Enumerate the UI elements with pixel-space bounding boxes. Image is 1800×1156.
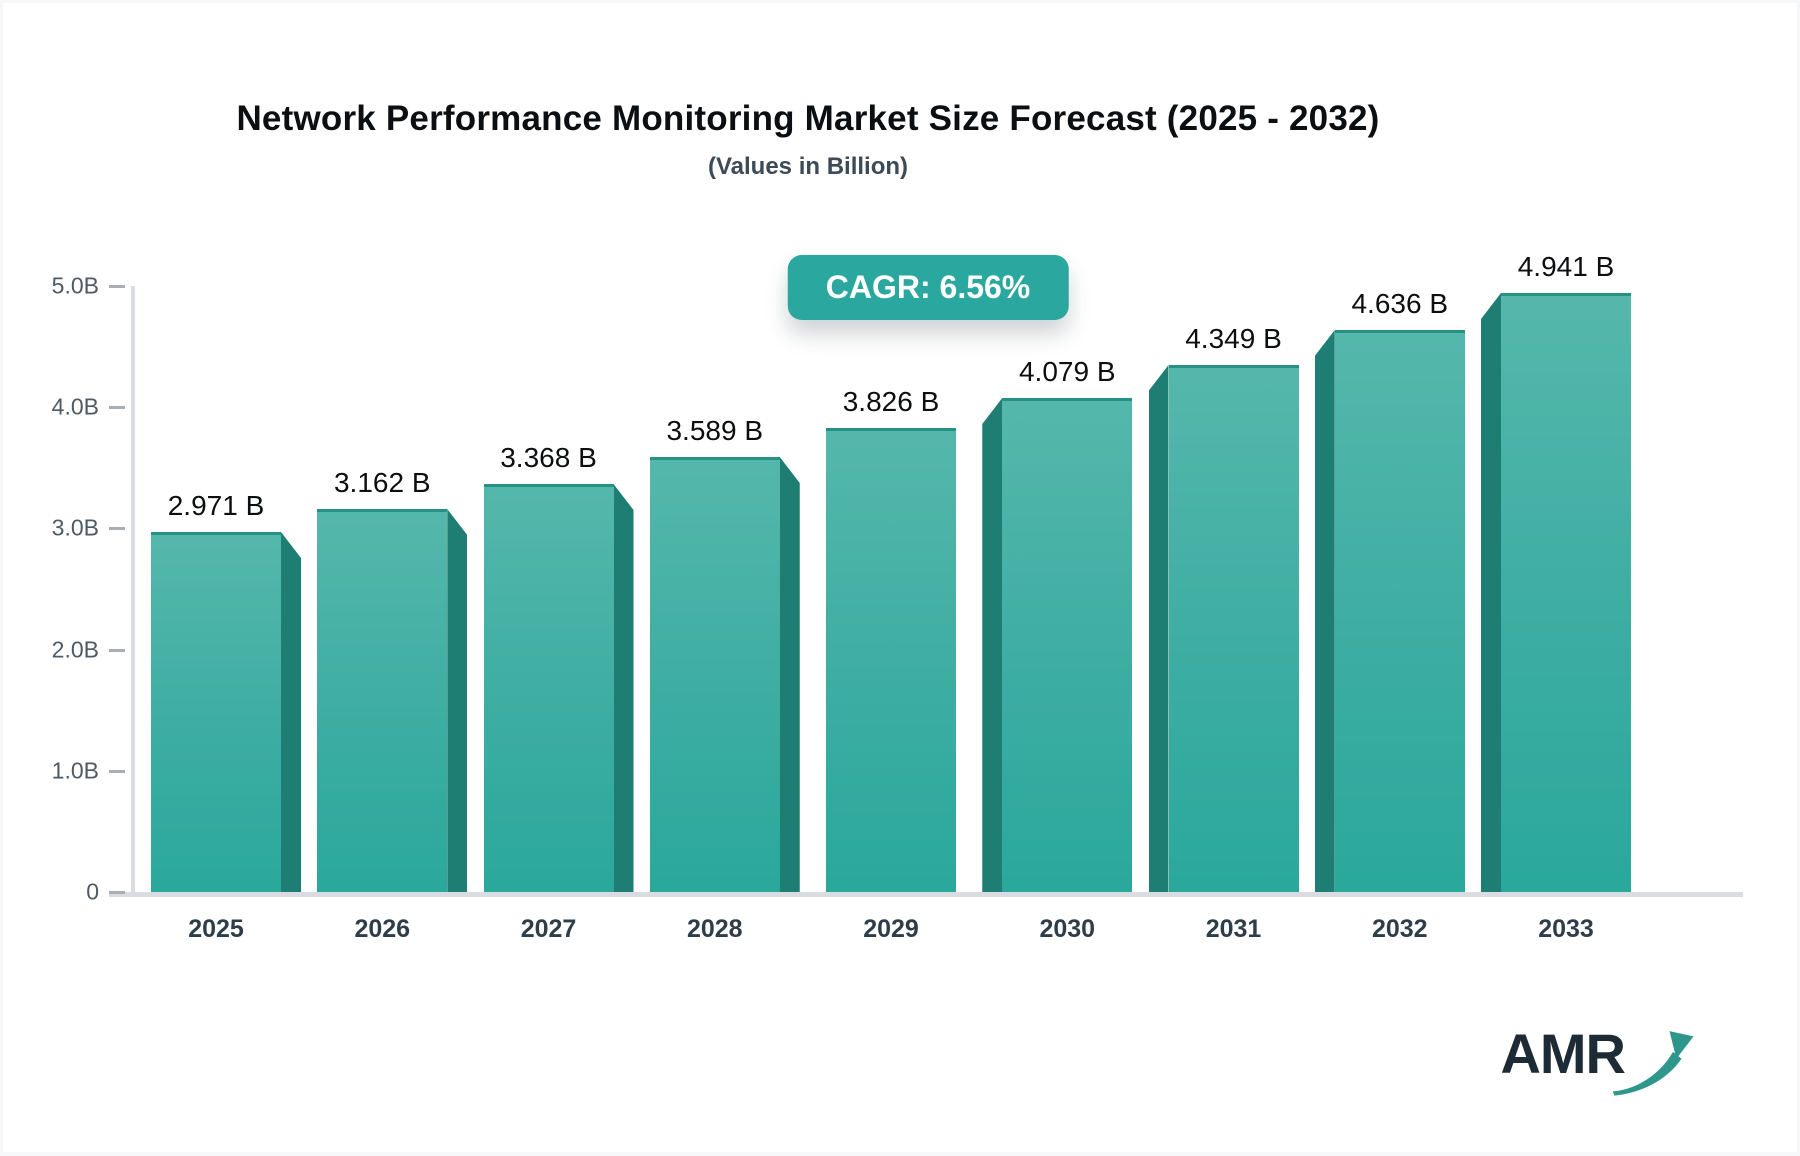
cagr-badge: CAGR: 6.56% <box>787 255 1069 320</box>
y-tick-mark <box>109 891 125 894</box>
bar-2029: 3.826 B 2029 <box>816 386 966 943</box>
x-axis-label: 2033 <box>1538 915 1594 943</box>
y-tick-label: 5.0B <box>51 272 99 299</box>
brand-logo: AMR <box>1500 1024 1697 1100</box>
y-tick-label: 4.0B <box>51 393 99 420</box>
x-axis-label: 2028 <box>686 915 743 943</box>
y-tick-mark <box>109 769 125 773</box>
y-tick-mark <box>109 527 125 531</box>
bar-value-label: 4.349 B <box>1185 323 1282 354</box>
bar-side-face <box>1314 330 1335 892</box>
x-axis-label: 2026 <box>354 915 411 943</box>
bar-front-face <box>151 532 281 892</box>
bar-front-face <box>649 457 780 892</box>
y-tick-mark <box>109 648 125 652</box>
chart-subtitle: (Values in Billion) <box>707 153 909 180</box>
x-axis-baseline <box>109 892 1743 897</box>
bar-2033: 4.941 B 2033 <box>1481 251 1631 943</box>
bar-front-face <box>1168 365 1299 892</box>
brand-logo-text: AMR <box>1500 1022 1626 1085</box>
bar-side-face <box>281 532 301 892</box>
bar-front-face <box>483 484 614 892</box>
bar-side-face <box>613 484 634 892</box>
y-axis-line <box>131 286 135 892</box>
bar-series: 2.971 B 2025 3.162 B 2026 3.368 B 2027 3.589 B… <box>151 251 1631 943</box>
bar-side-face <box>1481 293 1501 892</box>
bar-value-label: 3.162 B <box>333 467 431 498</box>
bar-front-face <box>1002 398 1133 892</box>
y-tick-label: 0 <box>86 878 99 905</box>
x-axis-label: 2030 <box>1039 915 1096 943</box>
bar-value-label: 4.941 B <box>1517 251 1615 282</box>
bar-value-label: 4.636 B <box>1351 288 1449 319</box>
bar-side-face <box>1148 365 1169 892</box>
bar-front-face <box>826 428 956 892</box>
x-axis-label: 2029 <box>863 915 919 943</box>
bar-value-label: 2.971 B <box>167 490 265 521</box>
bar-value-label: 3.368 B <box>500 442 597 473</box>
bar-2032: 4.636 B 2032 <box>1314 288 1465 943</box>
growth-arrow-icon <box>1612 1031 1694 1096</box>
bar-side-face <box>779 457 800 892</box>
x-axis-label: 2031 <box>1205 915 1262 943</box>
y-tick-label: 3.0B <box>51 514 99 541</box>
bar-front-face <box>1501 293 1631 892</box>
bar-value-label: 3.589 B <box>666 415 764 446</box>
bar-side-face <box>982 398 1003 892</box>
bar-front-face <box>1334 330 1465 892</box>
bar-2025: 2.971 B 2025 <box>151 490 301 943</box>
y-tick-label: 1.0B <box>51 757 99 784</box>
bar-2026: 3.162 B 2026 <box>317 467 468 943</box>
x-axis-label: 2025 <box>188 915 244 943</box>
bar-value-label: 3.826 B <box>842 386 940 417</box>
plot-area: 0 1.0B 2.0B 3.0B 4.0B 5.0B 2.971 B 2025 3.162 B… <box>52 251 1743 943</box>
bar-2028: 3.589 B 2028 <box>649 415 800 943</box>
bar-side-face <box>447 509 468 892</box>
bar-2027: 3.368 B 2027 <box>483 442 634 943</box>
chart-title: Network Performance Monitoring Market Si… <box>236 99 1380 138</box>
y-tick-label: 2.0B <box>51 636 99 663</box>
y-tick-mark <box>109 406 125 410</box>
x-axis-label: 2032 <box>1371 915 1428 943</box>
bar-2031: 4.349 B 2031 <box>1148 323 1299 943</box>
y-tick-mark <box>109 285 125 288</box>
bar-front-face <box>317 509 448 892</box>
chart-card: Network Performance Monitoring Market Si… <box>3 3 1797 1152</box>
bar-value-label: 4.079 B <box>1018 356 1116 387</box>
bar-2030: 4.079 B 2030 <box>982 356 1133 943</box>
x-axis-label: 2027 <box>520 915 577 943</box>
